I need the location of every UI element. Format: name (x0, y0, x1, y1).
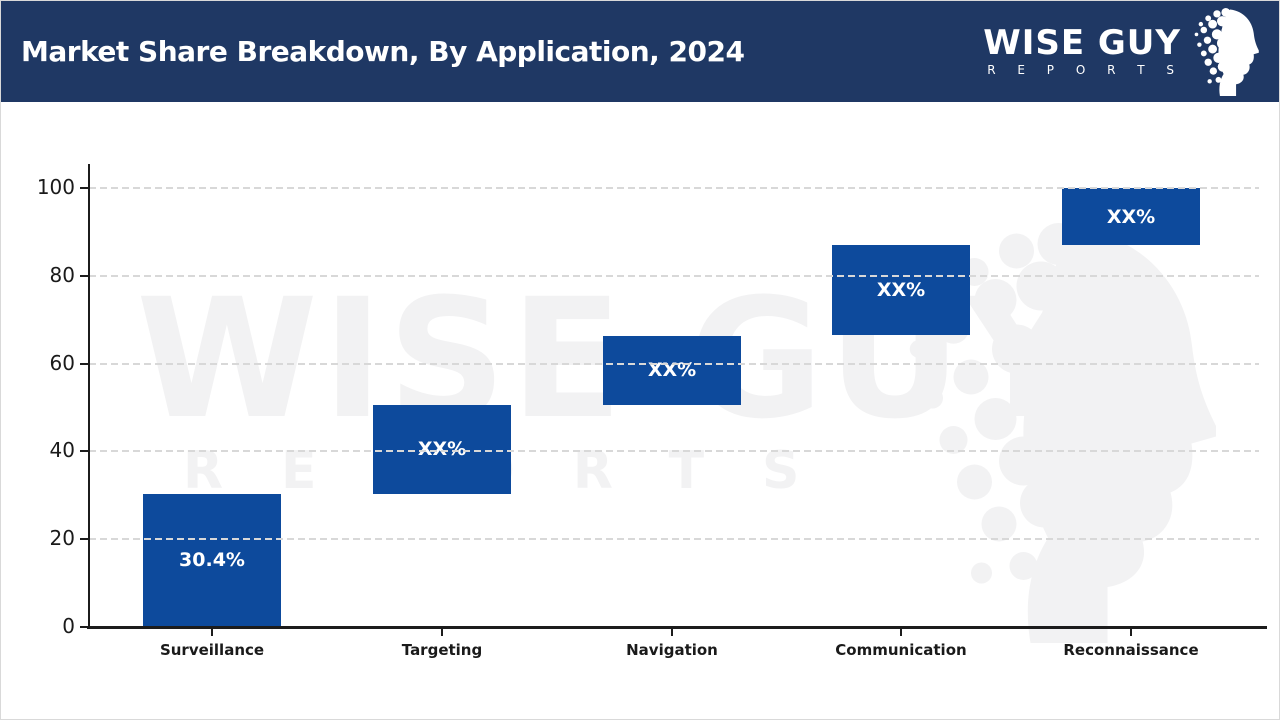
brand-subname: R E P O R T S (987, 63, 1183, 77)
y-tick-label: 60 (49, 350, 75, 375)
x-tick-mark (1130, 629, 1132, 636)
bar-communication: XX% (832, 245, 970, 336)
brand-name: WISE GUY (983, 23, 1182, 63)
x-category-label: Reconnaissance (1063, 641, 1199, 659)
x-category-label: Navigation (626, 641, 718, 659)
bar-value-label: XX% (876, 279, 926, 302)
y-tick-mark (80, 450, 88, 453)
gridline-80 (89, 274, 1259, 277)
y-tick-label: 20 (49, 526, 75, 551)
x-tick-mark (671, 629, 673, 636)
bar-value-label: 30.4% (179, 549, 245, 572)
y-tick-mark (80, 626, 88, 628)
bar-value-label: XX% (417, 438, 467, 461)
x-tick-mark (900, 629, 902, 636)
gridline-20 (89, 538, 1259, 541)
x-tick-mark (211, 629, 213, 636)
bar-surveillance: 30.4% (143, 493, 281, 627)
y-tick-label: 0 (62, 614, 75, 638)
gridline-40 (89, 450, 1259, 453)
y-tick-mark (80, 362, 88, 365)
brand-text: WISE GUY R E P O R T S (981, 26, 1183, 77)
brand-logo: WISE GUY R E P O R T S (981, 1, 1269, 102)
page-title: Market Share Breakdown, By Application, … (21, 35, 745, 68)
gridline-100 (89, 187, 1259, 189)
y-tick-label: 100 (36, 175, 75, 199)
y-tick-label: 40 (49, 438, 75, 463)
y-tick-mark (80, 274, 88, 277)
bar-reconnaissance: XX% (1062, 188, 1200, 246)
wiseguy-face-icon (1194, 7, 1259, 96)
x-category-label: Communication (835, 641, 967, 659)
x-category-label: Surveillance (159, 641, 265, 659)
x-category-label: Targeting (401, 641, 483, 659)
gridline-60 (89, 362, 1259, 365)
y-tick-mark (80, 187, 88, 189)
header-bar: Market Share Breakdown, By Application, … (1, 1, 1279, 102)
y-tick-mark (80, 538, 88, 541)
x-axis-line (87, 626, 1267, 629)
y-axis-line (88, 164, 90, 628)
bar-value-label: XX% (1106, 205, 1156, 228)
x-tick-mark (441, 629, 443, 636)
bar-navigation: XX% (603, 335, 741, 405)
bar-value-label: XX% (647, 359, 697, 382)
wiseguy-face-watermark-icon (909, 223, 1216, 643)
bar-targeting: XX% (373, 404, 511, 494)
y-tick-label: 80 (49, 262, 75, 287)
